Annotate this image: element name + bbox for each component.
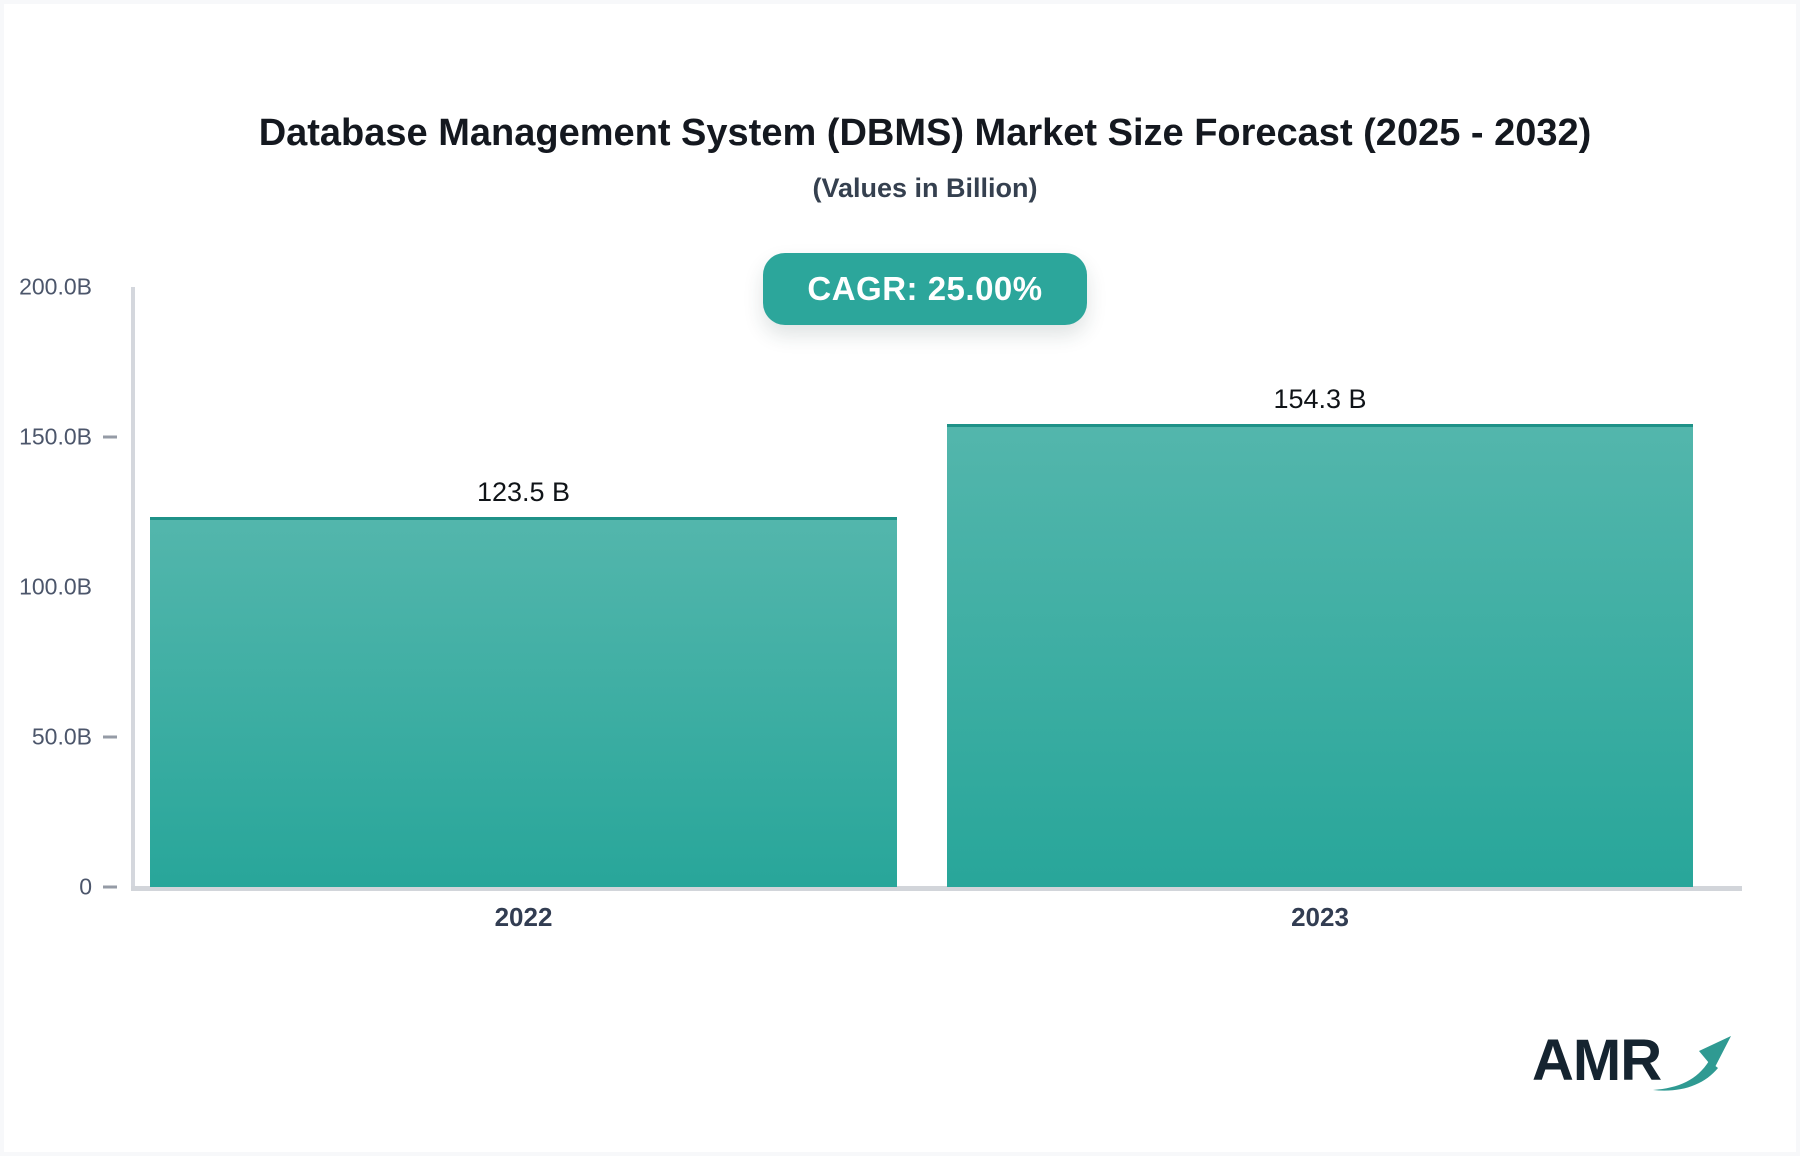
y-tick-label: 150.0B	[19, 423, 92, 450]
brand-logo: AMR	[1532, 1028, 1762, 1118]
x-axis-line	[131, 886, 1742, 891]
bar-value-label: 123.5 B	[476, 476, 571, 507]
y-tick-label: 0	[79, 873, 92, 900]
y-tick-label: 50.0B	[31, 723, 92, 750]
y-tick-mark	[103, 735, 117, 739]
y-tick-label: 200.0B	[19, 273, 92, 300]
y-axis-line	[131, 287, 135, 891]
x-tick-label-2023: 2023	[1291, 902, 1349, 932]
chart-subtitle: (Values in Billion)	[812, 173, 1038, 203]
bar-2022[interactable]: 123.5 B	[150, 477, 897, 887]
bar-value-label: 154.3 B	[1273, 384, 1367, 415]
y-tick-mark	[103, 885, 117, 889]
x-tick-label-2022: 2022	[494, 902, 553, 932]
y-tick-label: 100.0B	[19, 573, 92, 600]
chart-title: Database Management System (DBMS) Market…	[258, 112, 1592, 154]
plot-area: 123.5 B 154.3 B	[131, 287, 1742, 891]
bar-2023[interactable]: 154.3 B	[947, 384, 1693, 887]
bar-fill[interactable]	[150, 516, 897, 887]
y-axis-tick-labels: 200.0B 150.0B 100.0B 50.0B 0	[0, 274, 92, 900]
bar-fill[interactable]	[947, 424, 1693, 887]
growth-arrow-icon	[1653, 1036, 1732, 1091]
brand-logo-text: AMR	[1532, 1028, 1662, 1093]
y-tick-mark	[103, 435, 117, 439]
